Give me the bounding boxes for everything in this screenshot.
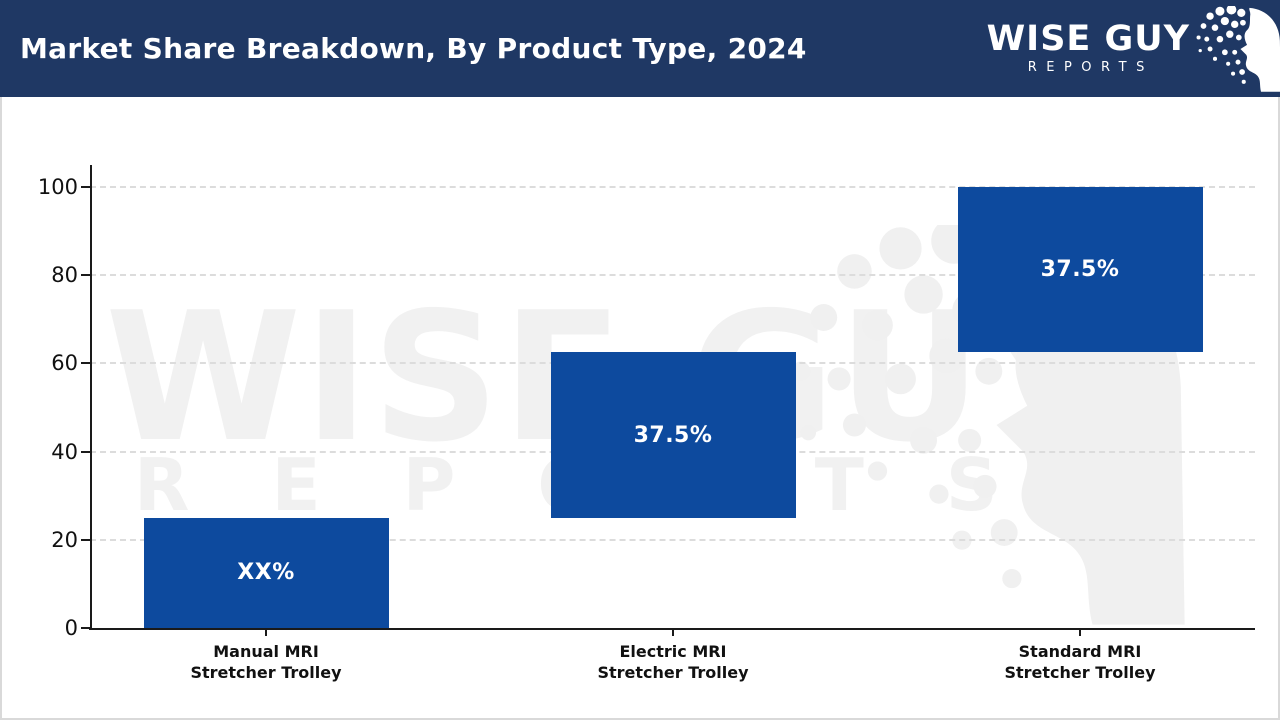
x-category-label: Electric MRI Stretcher Trolley — [513, 641, 833, 683]
bar-value-label: 37.5% — [1040, 257, 1120, 283]
y-tick-label: 20 — [51, 527, 78, 552]
y-tick-label: 40 — [51, 439, 78, 464]
logo-face-icon — [1196, 5, 1280, 92]
gridline-20 — [90, 538, 1255, 541]
bar-segment: 37.5% — [957, 187, 1203, 353]
x-category-label-line: Stretcher Trolley — [1004, 663, 1156, 682]
x-category-label: Standard MRI Stretcher Trolley — [920, 641, 1240, 683]
x-category-label-line: Standard MRI — [1018, 642, 1142, 661]
x-category-label: Manual MRI Stretcher Trolley — [106, 641, 426, 683]
gridline-80 — [90, 274, 1255, 277]
x-category-label-line: Manual MRI — [213, 642, 319, 661]
bar-value-label: 37.5% — [633, 422, 713, 448]
y-tick-mark — [81, 362, 90, 365]
y-tick-label: 100 — [37, 175, 78, 199]
logo-subtext: REPORTS — [1027, 60, 1154, 75]
bar-segment: XX% — [143, 517, 389, 628]
y-tick-label: 0 — [64, 616, 78, 640]
y-tick-mark — [81, 627, 90, 629]
x-tick-mark — [1079, 630, 1081, 636]
y-tick-mark — [81, 538, 90, 541]
y-axis-line — [90, 165, 92, 630]
x-category-label-line: Electric MRI — [619, 642, 727, 661]
x-tick-mark — [265, 630, 267, 636]
header: Market Share Breakdown, By Product Type,… — [0, 0, 1280, 97]
y-tick-mark — [81, 186, 90, 188]
y-tick-mark — [81, 450, 90, 453]
x-category-label-line: Stretcher Trolley — [190, 663, 342, 682]
gridline-100 — [90, 186, 1255, 188]
y-tick-mark — [81, 274, 90, 277]
y-tick-label: 80 — [51, 263, 78, 288]
wise-guy-logo: WISE GUY REPORTS — [986, 5, 1280, 92]
x-category-label-line: Stretcher Trolley — [597, 663, 749, 682]
logo-text: WISE GUY REPORTS — [986, 19, 1190, 76]
x-axis-line — [89, 628, 1255, 630]
page-title: Market Share Breakdown, By Product Type,… — [20, 32, 807, 65]
bar-segment: 37.5% — [550, 352, 796, 518]
bar-value-label: XX% — [237, 560, 295, 586]
plot-area: 0 20 40 60 80 100 XX% Manual MRI Stretcher Troll… — [2, 97, 1278, 718]
y-tick-label: 60 — [51, 351, 78, 376]
x-tick-mark — [672, 630, 674, 636]
logo-wordmark: WISE GUY — [986, 19, 1190, 59]
